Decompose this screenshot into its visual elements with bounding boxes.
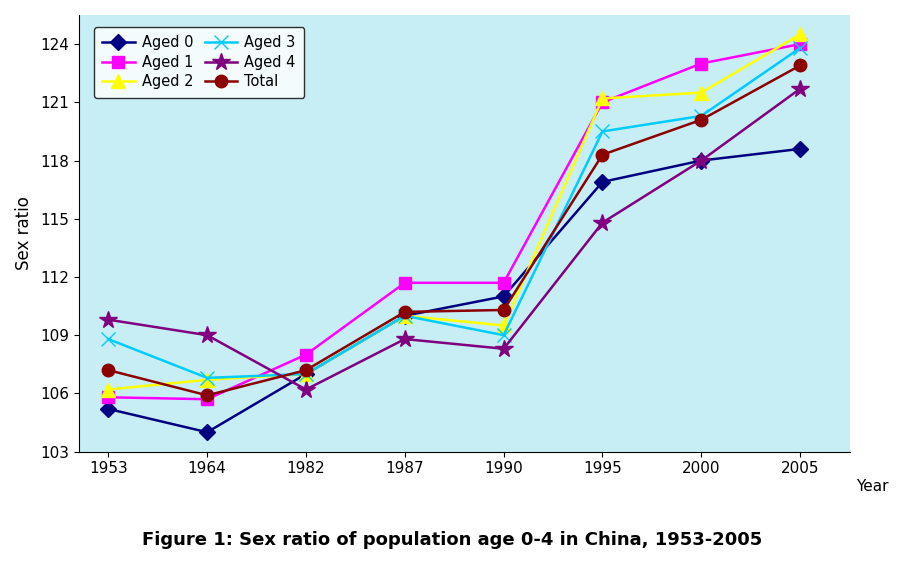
Aged 3	[399, 312, 410, 319]
Aged 2	[794, 31, 805, 38]
Line: Aged 3: Aged 3	[101, 41, 806, 385]
Aged 2	[498, 322, 508, 329]
Aged 3	[498, 332, 508, 338]
Aged 3	[201, 375, 212, 381]
Aged 2	[103, 386, 114, 393]
Aged 0	[498, 293, 508, 300]
Aged 0	[794, 145, 805, 152]
Aged 3	[695, 113, 706, 119]
Total	[695, 117, 706, 123]
Aged 4	[596, 219, 607, 226]
Aged 0	[201, 429, 212, 436]
Line: Aged 4: Aged 4	[99, 80, 808, 398]
Aged 0	[695, 157, 706, 164]
Aged 3	[300, 371, 311, 378]
Aged 1	[695, 60, 706, 67]
Aged 4	[695, 157, 706, 164]
Aged 2	[399, 312, 410, 319]
Line: Aged 1: Aged 1	[102, 38, 805, 405]
Line: Aged 2: Aged 2	[101, 28, 806, 396]
Total	[103, 367, 114, 374]
Total	[201, 392, 212, 398]
Aged 3	[103, 336, 114, 342]
Aged 1	[300, 351, 311, 358]
Aged 2	[596, 95, 607, 102]
Aged 4	[794, 85, 805, 92]
Aged 4	[498, 345, 508, 352]
Aged 2	[695, 89, 706, 96]
Aged 0	[399, 312, 410, 319]
Line: Total: Total	[102, 59, 805, 402]
Total	[399, 308, 410, 315]
Total	[498, 307, 508, 314]
Aged 0	[300, 371, 311, 378]
Line: Aged 0: Aged 0	[103, 143, 805, 438]
Aged 4	[300, 386, 311, 393]
Legend: Aged 0, Aged 1, Aged 2, Aged 3, Aged 4, Total: Aged 0, Aged 1, Aged 2, Aged 3, Aged 4, …	[94, 27, 304, 98]
Aged 2	[300, 371, 311, 378]
Aged 1	[498, 280, 508, 286]
Total	[300, 367, 311, 374]
Aged 1	[794, 41, 805, 48]
Aged 0	[596, 178, 607, 185]
Aged 1	[201, 396, 212, 402]
Aged 3	[794, 45, 805, 52]
Text: Year: Year	[855, 479, 888, 494]
Total	[794, 62, 805, 69]
Aged 2	[201, 376, 212, 383]
Y-axis label: Sex ratio: Sex ratio	[15, 196, 33, 270]
Aged 4	[103, 316, 114, 323]
Aged 1	[103, 394, 114, 401]
Total	[596, 151, 607, 158]
Aged 1	[596, 99, 607, 106]
Aged 4	[201, 332, 212, 338]
Aged 3	[596, 128, 607, 135]
Text: Figure 1: Sex ratio of population age 0-4 in China, 1953-2005: Figure 1: Sex ratio of population age 0-…	[142, 531, 761, 549]
Aged 4	[399, 336, 410, 342]
Aged 0	[103, 405, 114, 412]
Aged 1	[399, 280, 410, 286]
